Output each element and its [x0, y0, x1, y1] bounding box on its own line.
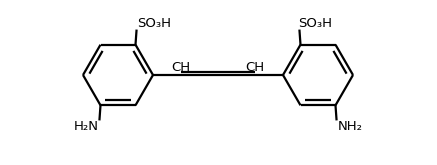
Text: NH₂: NH₂ [337, 120, 363, 133]
Text: SO₃H: SO₃H [298, 17, 333, 30]
Text: SO₃H: SO₃H [138, 17, 171, 30]
Text: CH: CH [171, 61, 191, 74]
Text: H₂N: H₂N [73, 120, 98, 133]
Text: CH: CH [246, 61, 264, 74]
